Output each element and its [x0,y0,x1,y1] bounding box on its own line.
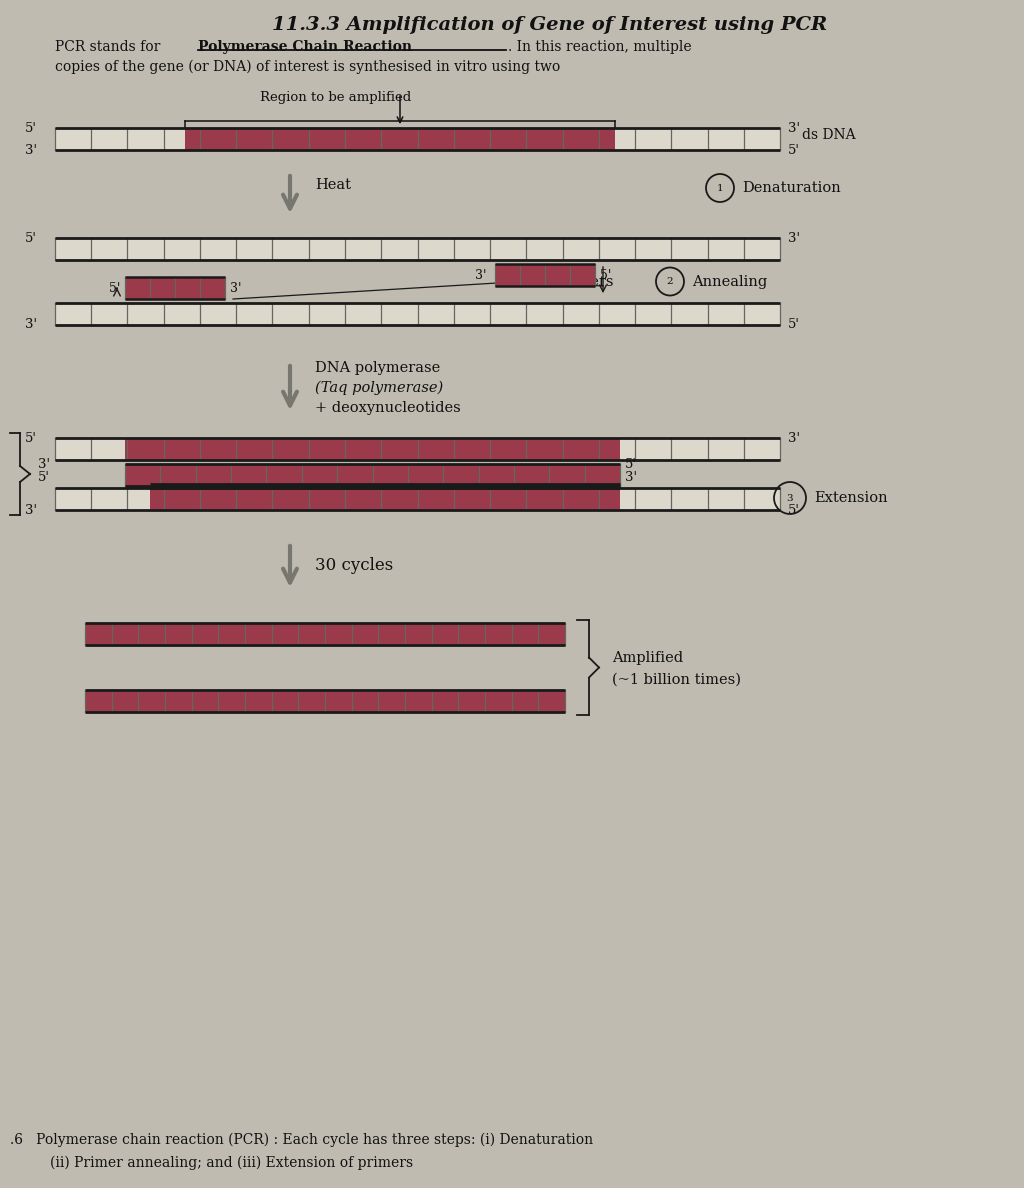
Bar [150,484,620,488]
Text: PCR stands for: PCR stands for [55,40,165,53]
Text: Denaturation: Denaturation [742,181,841,195]
Text: 3': 3' [25,144,37,157]
Bar [620,438,780,460]
Text: 5': 5' [788,504,800,517]
Text: . In this reaction, multiple: . In this reaction, multiple [508,40,691,53]
Text: 5': 5' [25,232,37,245]
Text: .6   Polymerase chain reaction (PCR) : Each cycle has three steps: (i) Denaturat: .6 Polymerase chain reaction (PCR) : Eac… [10,1133,593,1148]
Text: 3': 3' [625,470,637,484]
Text: DNA polymerase: DNA polymerase [315,361,440,375]
Text: 1: 1 [717,183,723,192]
Bar [55,303,780,326]
Bar [615,128,780,150]
Bar [125,277,225,299]
Text: 3': 3' [38,457,50,470]
Text: Heat: Heat [315,178,351,192]
Text: 5': 5' [25,431,37,444]
Text: ds DNA: ds DNA [802,128,856,143]
Text: 30 cycles: 30 cycles [315,556,393,574]
Text: + deoxynucleotides: + deoxynucleotides [315,402,461,415]
Bar [125,465,620,486]
Text: 5': 5' [788,318,800,331]
Text: 3: 3 [786,493,794,503]
Text: (ii) Primer annealing; and (iii) Extension of primers: (ii) Primer annealing; and (iii) Extensi… [50,1156,413,1170]
Text: (Taq polymerase): (Taq polymerase) [315,381,443,396]
Bar [55,128,185,150]
Text: 2: 2 [667,277,674,286]
Text: 3': 3' [475,268,487,282]
Text: Primers: Primers [555,274,613,289]
Text: 5': 5' [109,282,120,295]
Bar [85,623,565,645]
Text: 3': 3' [25,504,37,517]
Bar [620,488,780,510]
Bar [55,488,150,510]
Text: (~1 billion times): (~1 billion times) [612,672,741,687]
Text: 3': 3' [788,431,800,444]
Text: Annealing: Annealing [692,274,767,289]
Text: 3': 3' [25,318,37,331]
Bar [55,438,125,460]
Text: 5': 5' [600,268,611,282]
Text: 5': 5' [625,457,637,470]
Text: 5': 5' [38,470,50,484]
Bar [185,128,615,150]
Bar [150,488,620,510]
Text: 3': 3' [788,232,800,245]
Bar [55,238,780,260]
Text: 3': 3' [230,282,242,295]
Text: 5': 5' [25,121,37,134]
Bar [85,690,565,712]
Text: Region to be amplified: Region to be amplified [260,91,412,105]
Text: 3': 3' [788,121,800,134]
Text: 11.3.3 Amplification of Gene of Interest using PCR: 11.3.3 Amplification of Gene of Interest… [272,15,827,34]
Bar [125,438,620,460]
Text: Amplified: Amplified [612,651,683,664]
Text: copies of the gene (or DNA) of interest is synthesised in vitro using two: copies of the gene (or DNA) of interest … [55,61,560,75]
Text: Polymerase Chain Reaction: Polymerase Chain Reaction [198,40,412,53]
Text: 5': 5' [788,144,800,157]
Text: Extension: Extension [814,491,888,505]
Bar [495,264,595,286]
